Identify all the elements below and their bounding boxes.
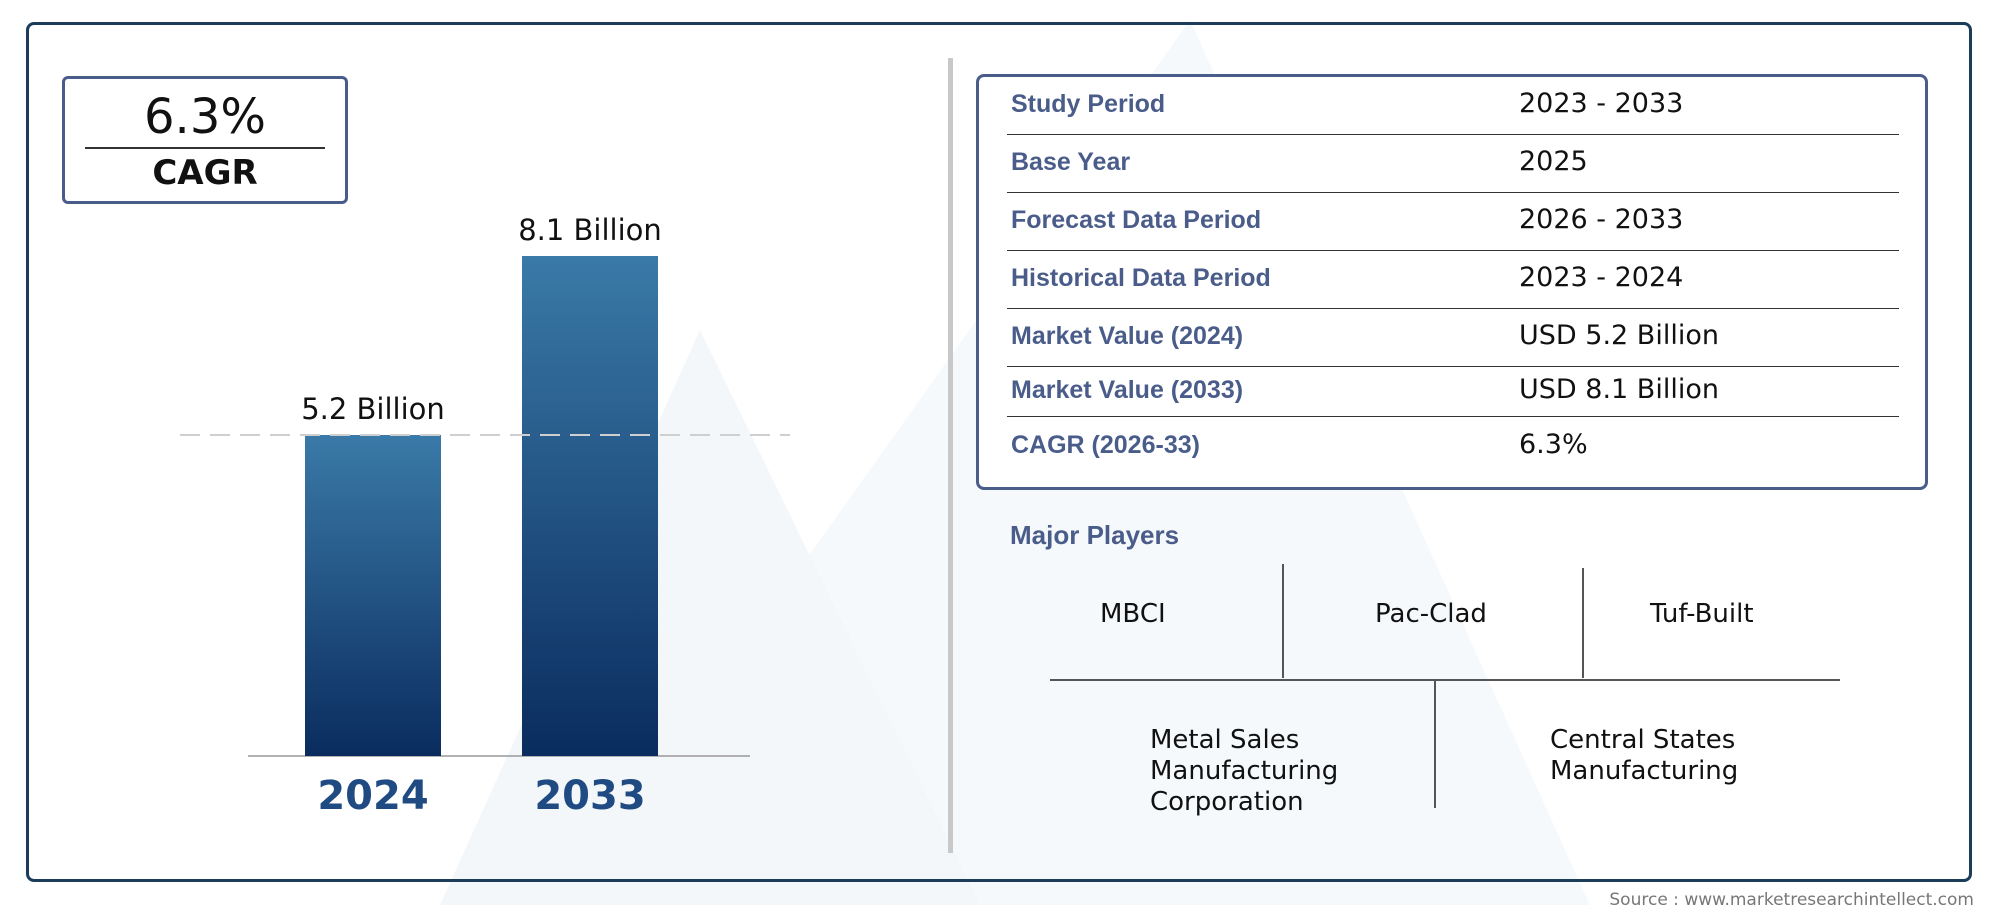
player-pac-clad: Pac-Clad bbox=[1375, 599, 1487, 629]
player-mbci: MBCI bbox=[1100, 599, 1166, 629]
bar-data-label: 8.1 Billion bbox=[518, 213, 662, 247]
table-row: CAGR (2026-33) 6.3% bbox=[1007, 417, 1899, 477]
table-row-label: Market Value (2033) bbox=[1011, 376, 1244, 404]
bar-data-label: 5.2 Billion bbox=[301, 392, 445, 426]
cagr-label: CAGR bbox=[152, 153, 258, 193]
player-name-line: Central States bbox=[1550, 725, 1736, 755]
player-separator bbox=[1434, 680, 1436, 808]
table-row-value: 6.3% bbox=[1519, 429, 1588, 460]
summary-table: Study Period 2023 - 2033 Base Year 2025 Fore… bbox=[976, 74, 1928, 490]
table-row-label: Forecast Data Period bbox=[1011, 206, 1262, 234]
x-tick-label: 2024 bbox=[317, 773, 428, 819]
table-row: Study Period 2023 - 2033 bbox=[1007, 77, 1899, 135]
table-row-label: Market Value (2024) bbox=[1011, 322, 1244, 350]
table-row-value: USD 5.2 Billion bbox=[1519, 320, 1719, 351]
player-central-states: Central States Manufacturing bbox=[1550, 725, 1738, 787]
player-name-line: Metal Sales bbox=[1150, 725, 1300, 755]
section-divider bbox=[948, 58, 953, 853]
table-row-value: 2026 - 2033 bbox=[1519, 204, 1684, 235]
bar-2033 bbox=[522, 256, 658, 756]
cagr-divider bbox=[85, 147, 325, 149]
table-row-value: 2023 - 2024 bbox=[1519, 262, 1684, 293]
table-row-label: Study Period bbox=[1011, 90, 1166, 118]
major-players-title: Major Players bbox=[1010, 520, 1180, 550]
player-name-line: Manufacturing bbox=[1150, 756, 1339, 786]
cagr-box: 6.3% CAGR bbox=[62, 76, 348, 204]
x-tick-label: 2033 bbox=[534, 773, 645, 819]
bar-2024 bbox=[305, 435, 441, 756]
table-row-value: 2025 bbox=[1519, 146, 1588, 177]
table-row-label: CAGR (2026-33) bbox=[1011, 431, 1200, 459]
player-tuf-built: Tuf-Built bbox=[1650, 599, 1754, 629]
table-row: Market Value (2024) USD 5.2 Billion bbox=[1007, 309, 1899, 367]
table-row: Market Value (2033) USD 8.1 Billion bbox=[1007, 367, 1899, 417]
player-metal-sales: Metal Sales Manufacturing Corporation bbox=[1150, 725, 1338, 818]
cagr-value: 6.3% bbox=[144, 89, 266, 145]
player-name-line: Corporation bbox=[1150, 787, 1304, 817]
player-name-line: Manufacturing bbox=[1550, 756, 1739, 786]
table-row: Forecast Data Period 2026 - 2033 bbox=[1007, 193, 1899, 251]
table-row-value: USD 8.1 Billion bbox=[1519, 374, 1719, 405]
table-row-value: 2023 - 2033 bbox=[1519, 88, 1684, 119]
player-separator bbox=[1282, 564, 1284, 678]
player-separator bbox=[1582, 568, 1584, 678]
source-credit: Source : www.marketresearchintellect.com bbox=[1609, 890, 1974, 910]
table-row-label: Historical Data Period bbox=[1011, 264, 1271, 292]
player-row-separator bbox=[1050, 679, 1840, 681]
bar-chart: 5.2 Billion 2024 8.1 Billion 2033 bbox=[180, 213, 790, 819]
table-row-label: Base Year bbox=[1011, 148, 1131, 176]
table-row: Base Year 2025 bbox=[1007, 135, 1899, 193]
infographic-frame bbox=[26, 22, 1972, 882]
table-row: Historical Data Period 2023 - 2024 bbox=[1007, 251, 1899, 309]
